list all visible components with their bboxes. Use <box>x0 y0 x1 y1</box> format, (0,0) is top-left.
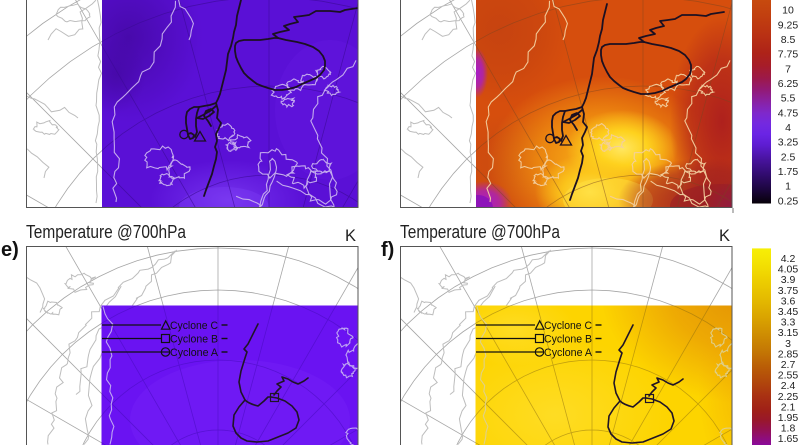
svg-text:3.75: 3.75 <box>778 285 799 297</box>
svg-text:1.65: 1.65 <box>778 433 799 445</box>
svg-text:6.25: 6.25 <box>778 78 799 90</box>
svg-text:5.5: 5.5 <box>781 93 796 105</box>
svg-text:1: 1 <box>785 181 791 193</box>
svg-text:4.05: 4.05 <box>778 264 799 276</box>
svg-text:K: K <box>345 227 356 245</box>
svg-text:2.4: 2.4 <box>781 380 796 392</box>
svg-text:3.6: 3.6 <box>781 295 796 307</box>
svg-text:2.5: 2.5 <box>781 151 796 163</box>
svg-text:10: 10 <box>782 5 794 17</box>
svg-text:Temperature @700hPa: Temperature @700hPa <box>400 221 561 242</box>
svg-text:7: 7 <box>785 63 791 75</box>
svg-text:e): e) <box>1 239 19 261</box>
svg-text:3.3: 3.3 <box>781 317 796 329</box>
svg-text:2.25: 2.25 <box>778 391 799 403</box>
svg-text:1.75: 1.75 <box>778 166 799 178</box>
svg-text:4.2: 4.2 <box>781 253 796 265</box>
svg-text:2.1: 2.1 <box>781 401 796 413</box>
svg-text:8.5: 8.5 <box>781 34 796 46</box>
svg-text:3.25: 3.25 <box>778 137 799 149</box>
svg-text:0.25: 0.25 <box>778 195 799 207</box>
svg-text:2.85: 2.85 <box>778 348 799 360</box>
svg-text:9.25: 9.25 <box>778 19 799 31</box>
svg-text:2.7: 2.7 <box>781 359 796 371</box>
svg-text:3.9: 3.9 <box>781 274 796 286</box>
svg-text:4: 4 <box>785 122 791 134</box>
svg-text:3: 3 <box>785 338 791 350</box>
svg-text:3.15: 3.15 <box>778 327 799 339</box>
svg-text:1.8: 1.8 <box>781 423 796 435</box>
svg-text:K: K <box>719 227 730 245</box>
svg-text:Temperature @700hPa: Temperature @700hPa <box>26 221 187 242</box>
svg-text:7.75: 7.75 <box>778 49 799 61</box>
svg-text:1.95: 1.95 <box>778 412 799 424</box>
svg-text:f): f) <box>381 239 394 261</box>
svg-text:4.75: 4.75 <box>778 107 799 119</box>
svg-text:3.45: 3.45 <box>778 306 799 318</box>
svg-text:2.55: 2.55 <box>778 370 799 382</box>
